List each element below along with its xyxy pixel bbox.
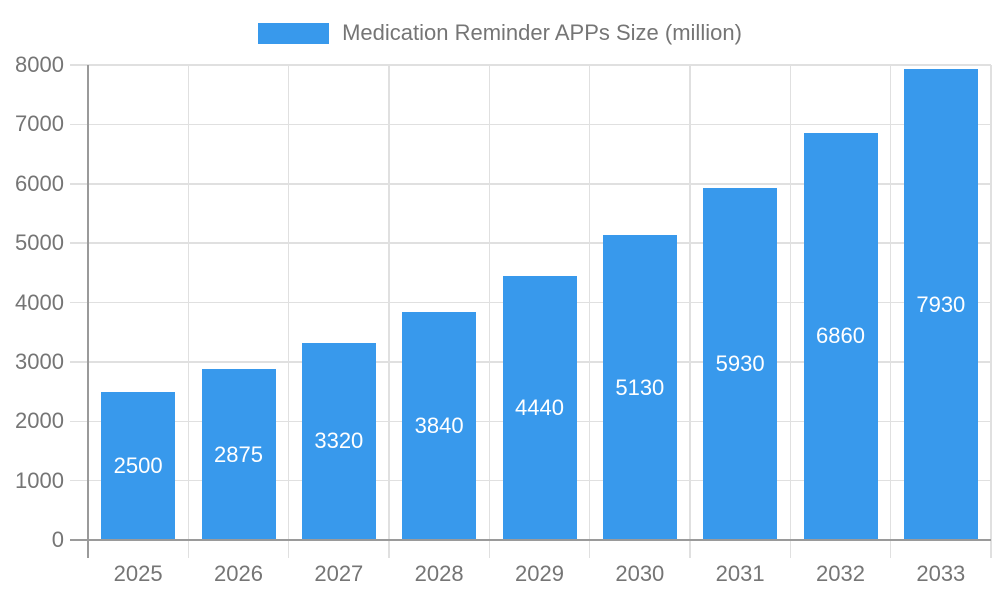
gridline-y — [70, 183, 991, 185]
gridline-y — [70, 123, 991, 126]
plot-area: 0 1000 2000 3000 4000 5000 6000 7000 8000 2500 287… — [15, 52, 992, 586]
bar-value-label: 2875 — [214, 441, 263, 467]
bar-value-label: 4440 — [515, 395, 564, 421]
bar-value-label: 6860 — [816, 323, 865, 349]
bar-2028[interactable] — [402, 312, 477, 540]
bar-2030[interactable] — [602, 235, 677, 540]
bar-value-label: 3840 — [414, 413, 464, 438]
gridline-x — [789, 65, 792, 558]
bar-2027[interactable] — [301, 342, 376, 540]
legend-label: Medication Reminder APPs Size (million) — [342, 20, 742, 45]
x-axis-label: 2033 — [916, 561, 966, 586]
bar-2026[interactable] — [201, 369, 276, 540]
x-axis-line — [70, 539, 991, 541]
y-axis-tick-label: 0 — [51, 527, 64, 552]
bar-value-label: 5130 — [615, 374, 665, 400]
gridline-x — [287, 65, 290, 558]
gridline-y — [70, 64, 991, 66]
y-axis-tick-label: 2000 — [15, 408, 64, 434]
x-axis-label: 2028 — [414, 561, 464, 586]
x-axis-label: 2030 — [615, 561, 665, 586]
gridline-x — [689, 65, 691, 558]
y-axis-tick-label: 3000 — [15, 348, 64, 374]
gridline-x — [889, 65, 892, 558]
bar-value-label: 2500 — [113, 452, 163, 478]
gridline-x — [488, 65, 491, 558]
gridline-x — [990, 65, 992, 558]
gridline-y — [70, 242, 991, 244]
bar-2029[interactable] — [502, 276, 577, 540]
x-axis-label: 2031 — [715, 561, 765, 586]
x-axis-label: 2032 — [816, 561, 865, 586]
bar-value-label: 3320 — [314, 428, 364, 454]
y-axis-tick-label: 1000 — [15, 467, 64, 493]
x-axis-label: 2027 — [314, 561, 364, 586]
y-axis-line — [87, 65, 89, 558]
gridline-x — [588, 65, 591, 558]
y-axis-tick-label: 7000 — [15, 111, 64, 137]
bar-2032[interactable] — [803, 132, 878, 540]
x-axis-label: 2029 — [515, 561, 564, 586]
bar-2031[interactable] — [703, 187, 778, 540]
bar-value-label: 7930 — [916, 291, 966, 317]
y-axis-tick-label: 6000 — [15, 170, 64, 196]
bar-2025[interactable] — [101, 391, 176, 540]
y-axis-tick-label: 4000 — [15, 289, 64, 315]
legend-item[interactable]: Medication Reminder APPs Size (million) — [0, 20, 1000, 46]
bar-2033[interactable] — [903, 69, 978, 540]
y-axis-tick-label: 8000 — [15, 52, 64, 77]
bar-value-label: 5930 — [715, 350, 765, 376]
gridline-x — [187, 65, 190, 558]
legend-swatch — [258, 22, 330, 44]
gridline-x — [388, 65, 390, 558]
y-axis-tick-label: 5000 — [15, 230, 64, 256]
x-axis-label: 2025 — [113, 561, 163, 586]
x-axis-label: 2026 — [214, 561, 263, 586]
